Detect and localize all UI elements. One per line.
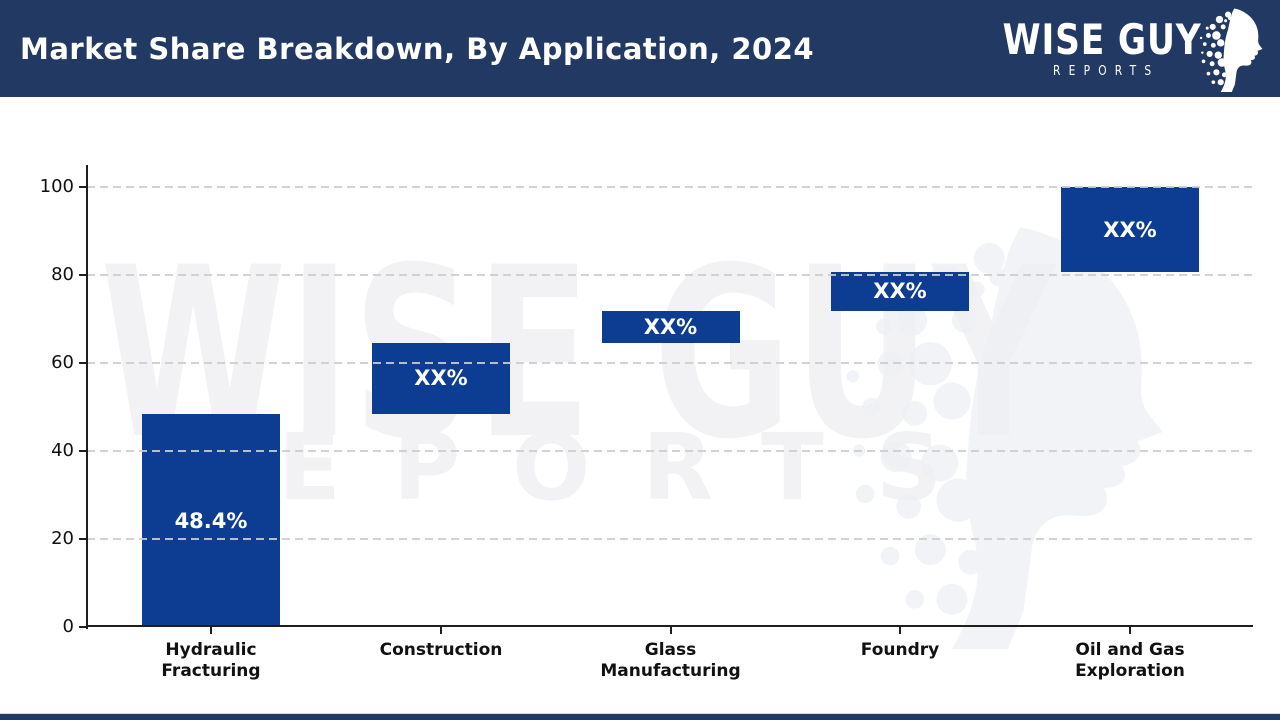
y-tick-label-80: 80 [51,264,74,285]
brand-name: WISE GUY [1003,14,1202,64]
y-tick-label-40: 40 [51,440,74,461]
y-tick-40 [79,450,87,452]
x-category-label-4: Foundry [860,640,940,660]
y-tick-0 [79,626,87,628]
y-tick-label-20: 20 [51,528,74,549]
y-tick-80 [79,274,87,276]
x-axis-line [86,625,1253,627]
bar-4: XX% [831,272,969,311]
bar-5: XX% [1061,187,1199,273]
bar-2: XX% [372,342,510,415]
gridline-80 [87,274,1253,276]
bar-3: XX% [601,310,740,343]
y-tick-label-60: 60 [51,352,74,373]
bar-value-label-2: XX% [414,366,468,391]
y-axis-line [86,165,88,629]
head-silhouette-icon [1199,7,1263,92]
x-category-label-1: Hydraulic Fracturing [161,640,261,681]
y-tick-60 [79,362,87,364]
bar-value-label-4: XX% [873,279,927,304]
axis-layer: 0 20 40 60 80 100 Hydraulic Fracturing Construct… [0,97,1280,714]
y-tick-20 [79,538,87,540]
brand-logo: WISE GUY REPORTS [959,0,1270,97]
footer-bar [0,714,1280,720]
x-category-label-3: Glass Manufacturing [600,640,741,681]
y-tick-label-0: 0 [62,616,74,637]
x-tick-3 [669,627,672,634]
footer-hairline [0,713,1280,714]
watermark-layer: WISE GUY REPORTS [0,97,1280,714]
brand-text: WISE GUY REPORTS [1003,14,1202,79]
brand-subtitle: REPORTS [1053,63,1160,79]
y-tick-label-100: 100 [39,176,74,197]
watermark-head-icon [846,227,1163,649]
bar-1: 48.4% [142,414,280,627]
header-bar: Market Share Breakdown, By Application, … [0,0,1280,97]
gridline-60 [87,362,1253,364]
x-tick-1 [210,627,212,634]
bar-value-label-3: XX% [643,314,698,339]
y-tick-100 [79,186,87,188]
bars-layer: 48.4% XX% XX% XX% XX% [0,97,1280,714]
gridline-40 [87,450,1253,452]
watermark-subtext: REPORTS [155,414,995,521]
x-tick-4 [899,627,901,634]
x-tick-5 [1129,627,1131,634]
x-tick-2 [440,627,442,634]
page-title: Market Share Breakdown, By Application, … [20,31,815,66]
chart-area: WISE GUY REPORTS 48.4% XX% XX% XX% XX% [0,97,1280,714]
gridline-20 [87,538,1253,540]
x-category-label-2: Construction [379,640,503,660]
bar-value-label-1: 48.4% [174,508,248,533]
x-category-label-5: Oil and Gas Exploration [1075,640,1185,681]
grid-layer [0,97,1280,714]
gridline-100 [87,186,1253,188]
bar-value-label-5: XX% [1103,217,1157,242]
